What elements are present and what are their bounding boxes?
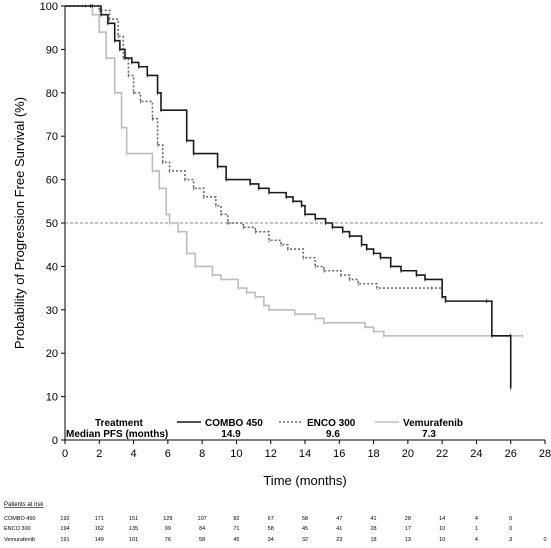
x-axis-title: Time (months): [263, 473, 346, 488]
x-tick-label: 2: [96, 448, 102, 460]
risk-count: 28: [405, 516, 411, 522]
risk-count: 67: [268, 516, 274, 522]
risk-count: 32: [302, 537, 308, 543]
risk-count: 84: [199, 526, 205, 532]
risk-count: 45: [302, 526, 308, 532]
risk-count: 17: [405, 526, 411, 532]
risk-count: 58: [268, 526, 274, 532]
risk-table: Patients at risk COMBO 450 192 171 151 128 10…: [4, 502, 547, 543]
x-tick-label: 16: [333, 448, 345, 460]
x-tick-label: 6: [165, 448, 171, 460]
y-tick-label: 100: [40, 1, 58, 13]
risk-count: 0: [509, 526, 512, 532]
y-tick-label: 20: [46, 348, 58, 360]
risk-count: 191: [60, 537, 69, 543]
risk-count: 135: [129, 526, 138, 532]
x-tick-label: 28: [539, 448, 551, 460]
risk-count: 171: [95, 516, 104, 522]
y-tick-label: 0: [52, 435, 58, 447]
km-curve-enco-300: [65, 5, 443, 289]
risk-count: 10: [439, 537, 445, 543]
y-tick-label: 40: [46, 261, 58, 273]
risk-count: 151: [129, 516, 138, 522]
risk-count: 10: [439, 526, 445, 532]
x-tick-label: 20: [402, 448, 414, 460]
risk-count: 107: [198, 516, 207, 522]
risk-count: 34: [268, 537, 274, 543]
y-tick-label: 10: [46, 392, 58, 404]
risk-count: 4: [475, 537, 478, 543]
risk-count: 41: [336, 526, 342, 532]
risk-count: 18: [371, 537, 377, 543]
km-curve-vemurafenib: [65, 5, 523, 337]
risk-table-title: Patients at risk: [4, 502, 44, 508]
legend-header-label: Treatment: [95, 418, 143, 429]
risk-count: 76: [165, 537, 171, 543]
x-tick-label: 10: [230, 448, 242, 460]
x-tick-label: 14: [299, 448, 311, 460]
y-tick-label: 80: [46, 88, 58, 100]
plot-frame: [64, 6, 545, 441]
legend-median-value: 9.6: [326, 429, 340, 440]
risk-row-label: Vemurafenib: [4, 537, 35, 543]
y-tick-label: 70: [46, 131, 58, 143]
x-tick-label: 4: [131, 448, 137, 460]
risk-count: 23: [336, 537, 342, 543]
y-tick-group: 0 10 20 30 40 50 60 70 80 90 100: [40, 1, 65, 447]
risk-count: 192: [60, 516, 69, 522]
risk-count: 194: [60, 526, 69, 532]
risk-count: 28: [371, 526, 377, 532]
risk-count: 13: [405, 537, 411, 543]
y-tick-label: 30: [46, 305, 58, 317]
x-tick-label: 24: [470, 448, 482, 460]
legend-median-value: 14.9: [221, 429, 241, 440]
x-tick-label: 26: [505, 448, 517, 460]
y-tick-label: 60: [46, 175, 58, 187]
risk-count: 1: [475, 526, 478, 532]
legend-series-name: ENCO 300: [307, 418, 356, 429]
legend-series-name: Vemurafenib: [403, 418, 463, 429]
x-tick-label: 22: [436, 448, 448, 460]
risk-count: 149: [95, 537, 104, 543]
x-tick-label: 8: [199, 448, 205, 460]
risk-count: 41: [371, 516, 377, 522]
risk-count: 101: [129, 537, 138, 543]
legend-median-value: 7.3: [422, 429, 436, 440]
legend: Treatment Median PFS (months) COMBO 4501…: [66, 418, 463, 440]
risk-row-label: ENCO 300: [4, 526, 31, 532]
y-tick-label: 90: [46, 44, 58, 56]
risk-row-label: COMBO 450: [4, 516, 35, 522]
risk-count: 82: [233, 516, 239, 522]
y-tick-label: 50: [46, 218, 58, 230]
x-tick-label: 12: [265, 448, 277, 460]
risk-count: 45: [233, 537, 239, 543]
risk-count: 128: [163, 516, 172, 522]
risk-count: 47: [336, 516, 342, 522]
risk-count: 14: [439, 516, 445, 522]
risk-count: 3: [509, 537, 512, 543]
risk-count: 99: [165, 526, 171, 532]
legend-median-label: Median PFS (months): [66, 429, 168, 440]
risk-extra-count: 0: [543, 537, 546, 543]
x-tick-label: 0: [62, 448, 68, 460]
risk-count: 58: [302, 516, 308, 522]
risk-count: 0: [509, 516, 512, 522]
series-group: [65, 4, 524, 390]
x-tick-group: 0 2 4 6 8 10 12 14 16 18 20 22 24 26 28: [62, 440, 551, 460]
x-tick-label: 18: [367, 448, 379, 460]
risk-count: 162: [95, 526, 104, 532]
risk-count: 58: [199, 537, 205, 543]
legend-series-name: COMBO 450: [205, 418, 263, 429]
risk-count: 71: [233, 526, 239, 532]
y-axis-title: Probability of Progression Free Survival…: [12, 97, 27, 349]
risk-count: 4: [475, 516, 478, 522]
